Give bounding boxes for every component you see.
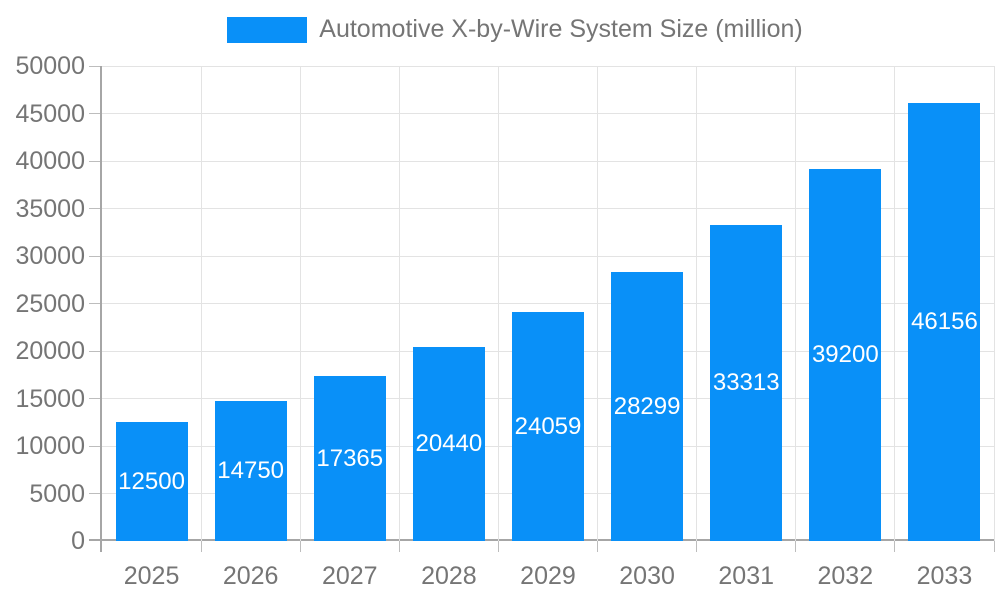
y-tick-label: 45000 <box>15 99 85 128</box>
x-tick-label: 2031 <box>718 562 775 590</box>
y-tick-label: 35000 <box>15 194 85 223</box>
x-tick-label: 2028 <box>421 562 477 590</box>
y-gridline <box>102 303 994 304</box>
bar-value-label: 28299 <box>613 392 681 420</box>
bar-value-label: 17365 <box>316 444 384 472</box>
x-tick-label: 2029 <box>520 562 576 590</box>
x-tick-label: 2026 <box>222 562 279 590</box>
bar[interactable]: 24059 <box>512 312 584 541</box>
bar[interactable]: 28299 <box>611 272 684 541</box>
bar-value-label: 20440 <box>415 429 483 457</box>
x-tick-label: 2030 <box>619 562 675 590</box>
x-tick <box>993 541 995 552</box>
x-gridline <box>200 66 202 541</box>
bar[interactable]: 14750 <box>214 400 287 541</box>
x-tick-label: 2027 <box>321 562 378 590</box>
x-gridline <box>795 66 797 541</box>
x-tick-label: 2032 <box>817 562 874 590</box>
y-gridline <box>102 255 994 257</box>
x-tick-label: 2033 <box>916 562 973 590</box>
y-tick-label: 5000 <box>29 479 85 508</box>
x-gridline <box>497 66 499 541</box>
x-gridline <box>398 66 400 541</box>
bar-value-label: 33313 <box>712 368 780 396</box>
y-tick-label: 40000 <box>15 147 85 175</box>
x-gridline <box>993 66 995 541</box>
y-tick <box>89 160 102 162</box>
x-gridline <box>299 66 301 541</box>
bar-value-label: 46156 <box>911 307 978 335</box>
x-gridline <box>597 66 599 541</box>
y-axis-line <box>100 66 102 552</box>
bar-value-label: 24059 <box>514 412 582 440</box>
bar-value-label: 12500 <box>118 467 185 495</box>
bar[interactable]: 39200 <box>809 168 882 541</box>
y-tick <box>89 398 102 399</box>
bar-value-label: 14750 <box>217 456 285 484</box>
y-tick-label: 20000 <box>15 337 85 365</box>
y-tick <box>89 65 102 67</box>
x-tick <box>497 541 499 552</box>
x-tick <box>597 541 599 552</box>
y-tick-label: 15000 <box>15 384 85 413</box>
y-tick-label: 25000 <box>15 289 85 318</box>
x-gridline <box>696 66 698 541</box>
bar[interactable]: 33313 <box>710 224 783 541</box>
y-tick <box>89 350 102 352</box>
x-tick-label: 2025 <box>123 562 180 590</box>
legend-swatch <box>227 16 308 43</box>
y-tick <box>89 255 102 257</box>
y-tick <box>89 208 102 209</box>
y-gridline <box>102 208 994 209</box>
x-tick <box>200 541 202 552</box>
bar[interactable]: 12500 <box>115 422 188 541</box>
x-tick <box>894 541 896 552</box>
y-tick-label: 50000 <box>15 52 85 80</box>
y-tick <box>89 493 102 494</box>
y-tick <box>89 303 102 304</box>
y-tick-label: 10000 <box>15 432 85 460</box>
bar[interactable]: 20440 <box>412 346 485 541</box>
y-tick <box>89 445 102 447</box>
bar-value-label: 39200 <box>811 340 879 368</box>
x-tick <box>299 541 301 552</box>
y-gridline <box>102 113 994 114</box>
bar[interactable]: 46156 <box>908 102 981 541</box>
bar[interactable]: 17365 <box>313 376 386 541</box>
x-tick <box>398 541 400 552</box>
legend: Automotive X-by-Wire System Size (millio… <box>0 15 1000 44</box>
y-tick-label: 0 <box>71 527 85 555</box>
y-gridline <box>102 65 994 67</box>
y-tick <box>89 113 102 114</box>
y-tick-label: 30000 <box>15 242 85 270</box>
y-gridline <box>102 160 994 162</box>
x-tick <box>696 541 698 552</box>
x-gridline <box>894 66 896 541</box>
y-tick <box>89 539 102 541</box>
x-tick <box>795 541 797 552</box>
legend-label: Automotive X-by-Wire System Size (millio… <box>319 15 803 43</box>
